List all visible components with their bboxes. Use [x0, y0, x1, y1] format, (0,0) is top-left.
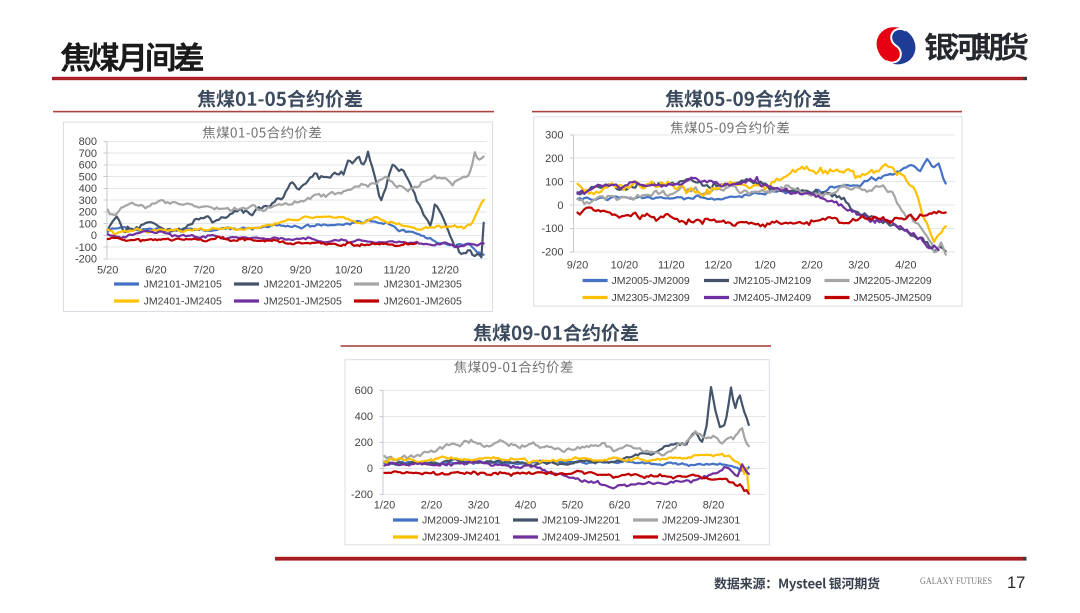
svg-text:100: 100	[79, 218, 97, 230]
svg-text:JM2301-JM2305: JM2301-JM2305	[384, 279, 462, 291]
svg-text:JM2401-JM2405: JM2401-JM2405	[144, 296, 222, 308]
svg-text:3/20: 3/20	[848, 260, 869, 272]
svg-text:-100: -100	[75, 242, 97, 254]
svg-text:-200: -200	[351, 489, 373, 501]
svg-text:GALAXY FUTURES: GALAXY FUTURES	[920, 576, 992, 586]
svg-text:200: 200	[355, 437, 373, 449]
svg-text:JM2009-JM2101: JM2009-JM2101	[422, 515, 500, 527]
svg-text:8/20: 8/20	[703, 500, 724, 512]
svg-text:4/20: 4/20	[515, 500, 536, 512]
svg-text:4/20: 4/20	[895, 260, 916, 272]
svg-text:JM2309-JM2401: JM2309-JM2401	[422, 532, 500, 544]
svg-text:1/20: 1/20	[374, 500, 395, 512]
svg-text:7/20: 7/20	[193, 265, 214, 277]
svg-text:JM2509-JM2601: JM2509-JM2601	[662, 532, 740, 544]
svg-text:200: 200	[545, 153, 563, 165]
svg-text:700: 700	[79, 148, 97, 160]
svg-text:JM2005-JM2009: JM2005-JM2009	[612, 275, 690, 287]
svg-text:300: 300	[79, 195, 97, 207]
svg-text:7/20: 7/20	[656, 500, 677, 512]
svg-text:0: 0	[367, 463, 373, 475]
svg-text:400: 400	[79, 183, 97, 195]
svg-text:JM2601-JM2605: JM2601-JM2605	[384, 296, 462, 308]
svg-text:1/20: 1/20	[754, 260, 775, 272]
svg-text:300: 300	[545, 130, 563, 142]
svg-text:JM2409-JM2501: JM2409-JM2501	[542, 532, 620, 544]
svg-text:8/20: 8/20	[242, 265, 263, 277]
svg-text:-100: -100	[541, 223, 563, 235]
svg-text:500: 500	[79, 171, 97, 183]
svg-text:JM2201-JM2205: JM2201-JM2205	[264, 279, 342, 291]
svg-text:JM2109-JM2201: JM2109-JM2201	[542, 515, 620, 527]
svg-text:3/20: 3/20	[468, 500, 489, 512]
svg-text:-200: -200	[541, 247, 563, 259]
svg-text:6/20: 6/20	[145, 265, 166, 277]
svg-text:JM2101-JM2105: JM2101-JM2105	[144, 279, 222, 291]
svg-text:5/20: 5/20	[562, 500, 583, 512]
svg-text:11/20: 11/20	[384, 265, 411, 277]
svg-text:200: 200	[79, 207, 97, 219]
svg-text:JM2209-JM2301: JM2209-JM2301	[662, 515, 740, 527]
svg-text:17: 17	[1007, 574, 1025, 592]
svg-text:800: 800	[79, 136, 97, 148]
svg-text:400: 400	[355, 411, 373, 423]
svg-text:5/20: 5/20	[97, 265, 118, 277]
svg-text:-200: -200	[75, 254, 97, 266]
svg-text:100: 100	[545, 176, 563, 188]
svg-text:10/20: 10/20	[335, 265, 363, 277]
svg-text:9/20: 9/20	[567, 260, 588, 272]
svg-text:10/20: 10/20	[611, 260, 639, 272]
svg-text:0: 0	[557, 200, 563, 212]
svg-text:JM2305-JM2309: JM2305-JM2309	[612, 292, 690, 304]
svg-text:12/20: 12/20	[431, 265, 459, 277]
svg-text:JM2405-JM2409: JM2405-JM2409	[733, 292, 811, 304]
svg-text:12/20: 12/20	[704, 260, 732, 272]
svg-text:0: 0	[91, 230, 97, 242]
svg-text:2/20: 2/20	[421, 500, 442, 512]
svg-text:600: 600	[79, 160, 97, 172]
svg-text:11/20: 11/20	[658, 260, 685, 272]
svg-text:600: 600	[355, 385, 373, 397]
svg-text:JM2105-JM2109: JM2105-JM2109	[733, 275, 811, 287]
svg-text:9/20: 9/20	[290, 265, 311, 277]
svg-text:2/20: 2/20	[801, 260, 822, 272]
svg-text:6/20: 6/20	[609, 500, 630, 512]
svg-text:JM2505-JM2509: JM2505-JM2509	[854, 292, 932, 304]
svg-text:JM2501-JM2505: JM2501-JM2505	[264, 296, 342, 308]
svg-text:JM2205-JM2209: JM2205-JM2209	[854, 275, 932, 287]
